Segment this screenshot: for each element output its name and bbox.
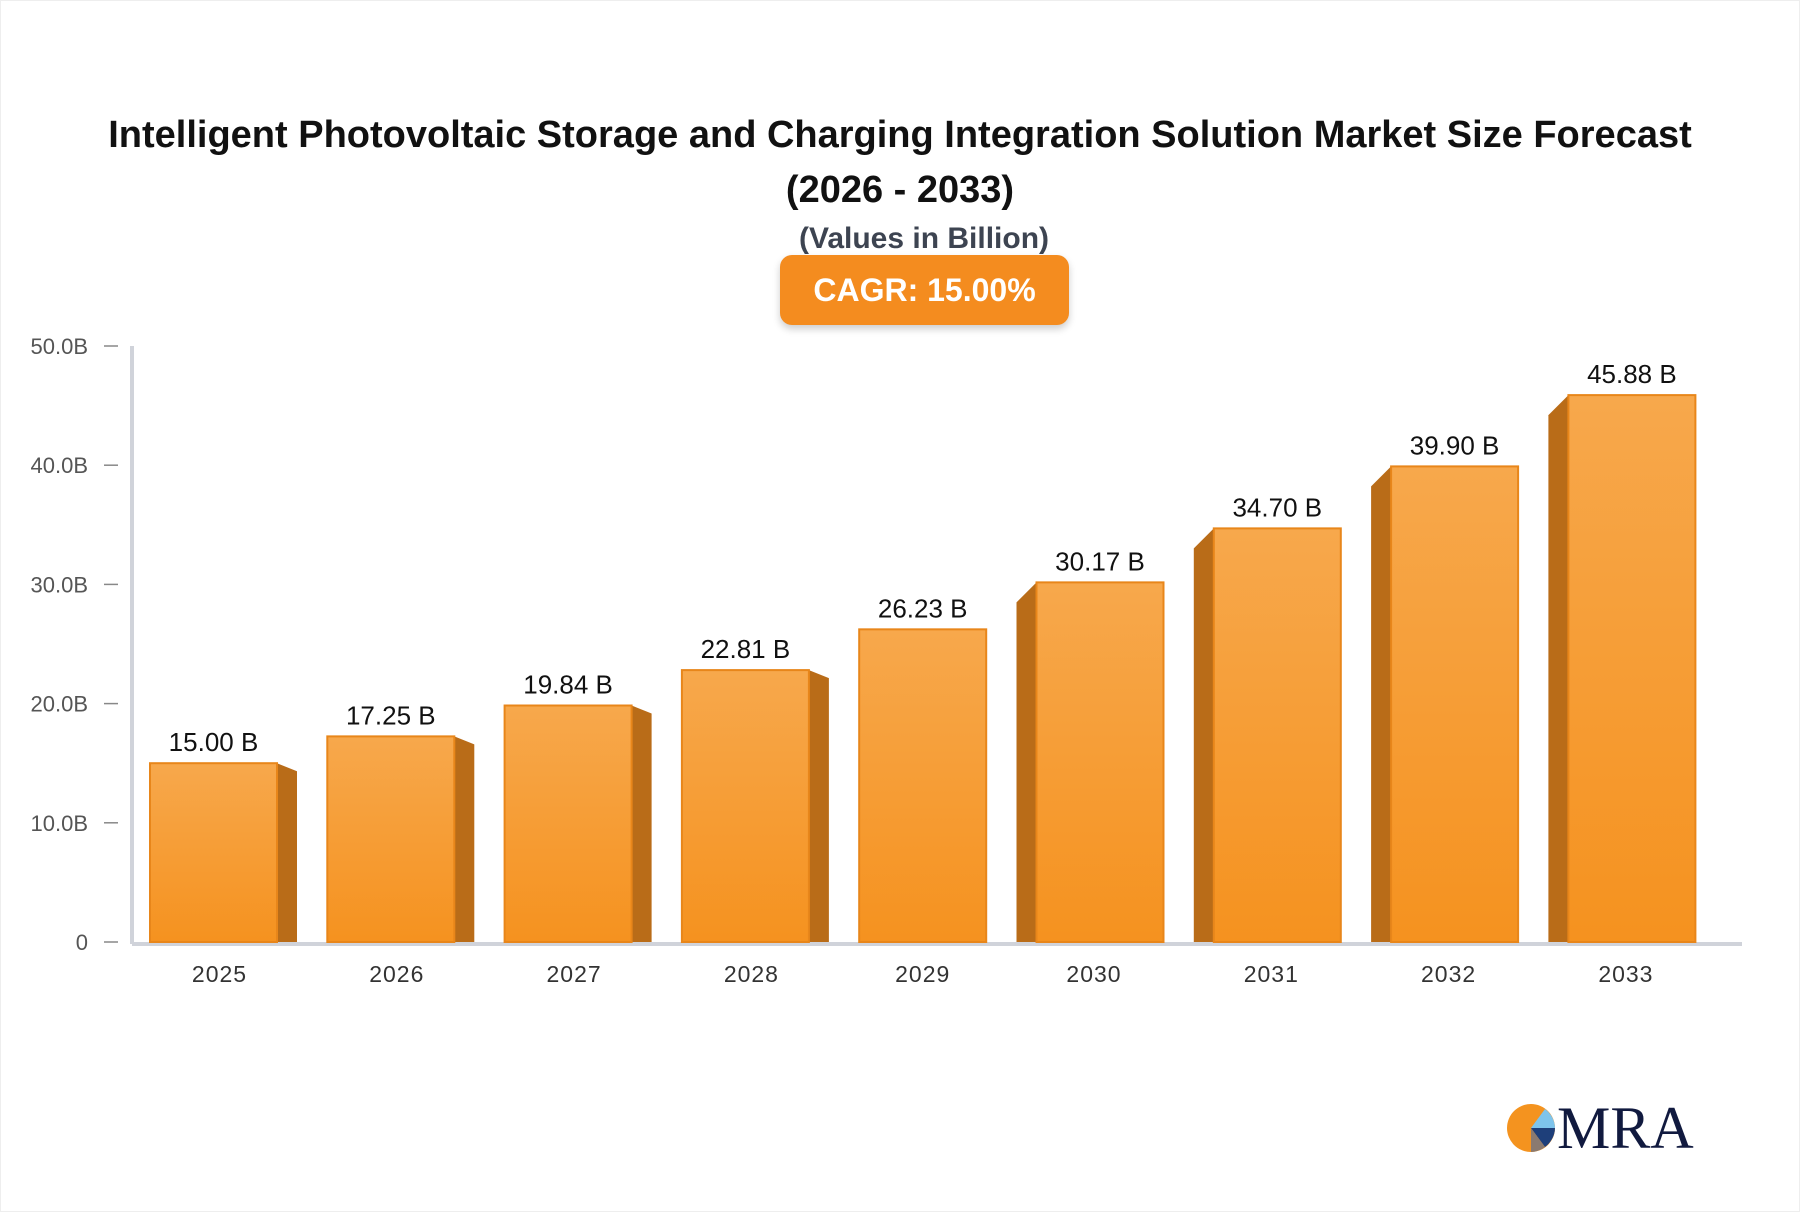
bar-side — [454, 736, 475, 942]
x-tick-label: 2025 — [192, 961, 247, 987]
y-tick-label: 0 — [76, 930, 88, 955]
x-tick-label: 2033 — [1598, 961, 1653, 987]
bar-side — [808, 670, 829, 942]
bar — [149, 762, 278, 944]
bar-side — [1371, 466, 1392, 942]
data-label: 34.70 B — [1232, 492, 1322, 522]
x-tick-label: 2029 — [895, 961, 950, 987]
cagr-badge: CAGR: 15.00% — [780, 255, 1069, 325]
data-label: 19.84 B — [523, 670, 613, 700]
data-label: 17.25 B — [346, 700, 436, 730]
data-label: 22.81 B — [701, 634, 791, 664]
bar — [1035, 581, 1165, 943]
bar-group: 26.23 B 2029 — [858, 593, 988, 987]
mra-logo: MRA — [1507, 1098, 1694, 1154]
bar-side — [277, 763, 297, 942]
x-tick-label: 2031 — [1244, 961, 1299, 987]
bar-group: 45.88 B 2033 — [1548, 359, 1697, 987]
bar — [858, 628, 988, 943]
bar — [680, 669, 810, 943]
bar — [1212, 527, 1342, 943]
x-tick-label: 2032 — [1421, 961, 1476, 987]
logo-text: MRA — [1557, 1098, 1694, 1154]
data-label: 45.88 B — [1587, 359, 1677, 389]
bar — [503, 704, 633, 943]
bar-side — [1016, 582, 1037, 942]
data-label: 15.00 B — [169, 727, 259, 757]
bar-group: 34.70 B 2031 — [1193, 492, 1342, 987]
bar-side — [1193, 528, 1214, 942]
bar — [326, 735, 456, 943]
chart-title: Intelligent Photovoltaic Storage and Cha… — [108, 114, 1692, 211]
chart-subtitle: (Values in Billion) — [798, 222, 1050, 255]
x-tick-label: 2030 — [1066, 961, 1121, 987]
bar-group: 19.84 B 2027 — [503, 670, 652, 987]
y-tick-label: 30.0B — [31, 572, 89, 597]
data-label: 26.23 B — [878, 593, 968, 623]
x-tick-label: 2026 — [369, 961, 424, 987]
y-tick-label: 50.0B — [31, 334, 89, 359]
data-label: 39.90 B — [1410, 430, 1500, 460]
bar-side — [1548, 395, 1569, 942]
y-tick-label: 10.0B — [31, 811, 89, 836]
y-tick-label: 20.0B — [31, 692, 89, 717]
x-tick-label: 2027 — [547, 961, 602, 987]
x-tick-label: 2028 — [724, 961, 779, 987]
bar-group: 15.00 B 2025 — [149, 727, 297, 987]
bar-group: 39.90 B 2032 — [1371, 430, 1520, 987]
bar-group: 30.17 B 2030 — [1016, 546, 1165, 987]
bar-group: 17.25 B 2026 — [326, 700, 475, 987]
y-tick-label: 40.0B — [31, 453, 89, 478]
bar-group: 22.81 B 2028 — [680, 634, 829, 987]
data-label: 30.17 B — [1055, 546, 1145, 576]
bar — [1390, 465, 1520, 943]
bar — [1567, 394, 1697, 943]
bar-side — [631, 705, 652, 942]
